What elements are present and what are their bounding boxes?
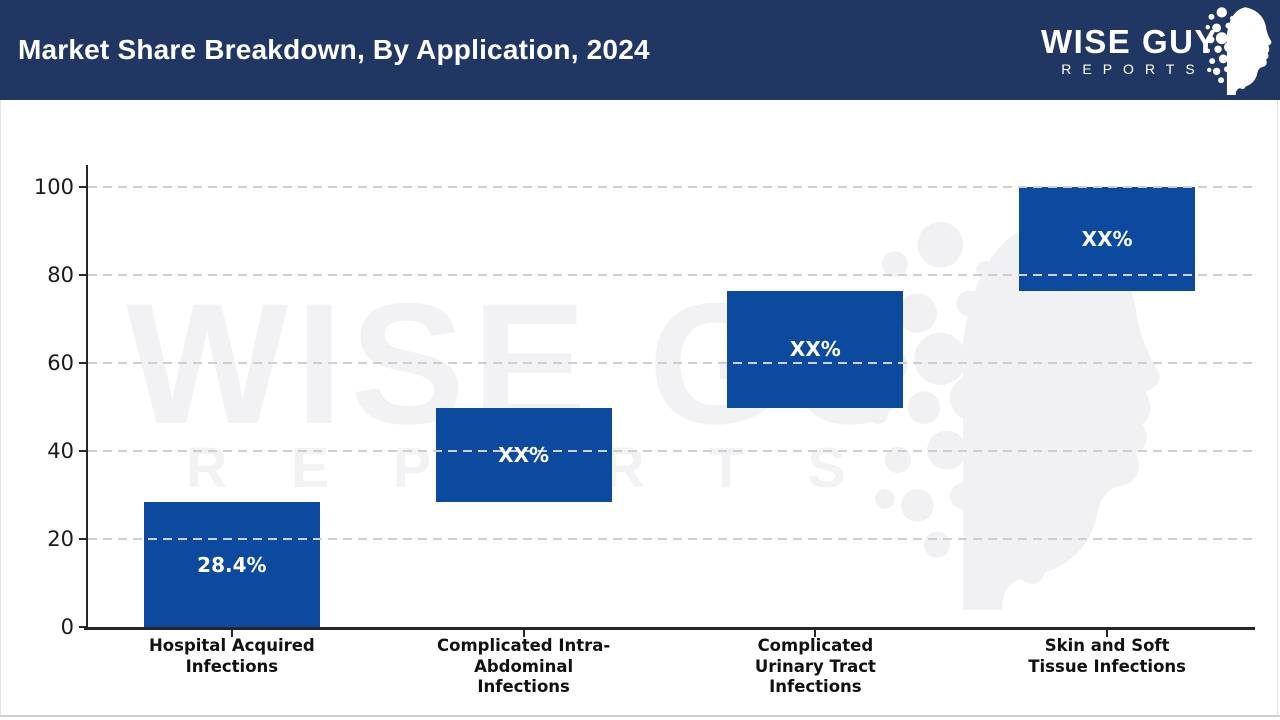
y-axis-tick <box>79 538 86 540</box>
y-axis-line <box>86 165 88 630</box>
category-label-line: Infections <box>185 656 279 676</box>
bar-value-label: 28.4% <box>197 552 267 577</box>
right-edge-border <box>1277 100 1278 716</box>
x-axis-line <box>84 627 1255 630</box>
y-gridline <box>88 538 1253 540</box>
bar-value-label: XX% <box>1081 226 1133 251</box>
waterfall-bar-segment <box>435 407 612 503</box>
category-label-line: Infections <box>477 677 570 696</box>
waterfall-bar-segment <box>143 502 320 627</box>
x-axis-tick <box>1106 630 1109 637</box>
y-axis-tick <box>79 626 86 628</box>
left-edge-border <box>0 100 1 716</box>
y-axis-tick-label: 60 <box>47 351 74 375</box>
footer-divider <box>0 715 1280 717</box>
category-label: Skin and Soft Tissue Infections <box>957 636 1257 677</box>
y-gridline <box>88 450 1253 452</box>
y-gridline <box>88 274 1253 276</box>
logo-text: WISE GUY REPORTS <box>1041 25 1218 76</box>
y-axis-tick-label: 40 <box>47 439 74 463</box>
y-axis-tick <box>79 186 86 188</box>
plot-area: 0 20 40 60 80 100 28.4% Hospital Acquired Infect… <box>0 100 1280 720</box>
x-axis-tick <box>814 630 817 637</box>
wiseguy-logo: WISE GUY REPORTS <box>1041 4 1272 96</box>
y-axis-tick <box>79 362 86 364</box>
chart-title: Market Share Breakdown, By Application, … <box>18 34 650 65</box>
logo-subtext: REPORTS <box>1061 60 1206 77</box>
category-label-line: Hospital Acquired <box>148 636 315 655</box>
y-axis-tick-label: 0 <box>60 615 74 639</box>
y-axis-tick-label: 80 <box>47 263 74 287</box>
category-label: Hospital Acquired Infections <box>82 636 382 677</box>
y-axis-tick <box>79 274 86 276</box>
category-label-line: Abdominal <box>474 656 574 676</box>
x-axis-tick <box>230 630 233 637</box>
waterfall-bar-segment <box>727 290 904 408</box>
y-axis-tick <box>79 450 86 452</box>
header-bar: Market Share Breakdown, By Application, … <box>0 0 1280 100</box>
category-label: Complicated Urinary Tract Infections <box>665 636 965 698</box>
category-label-line: Complicated <box>757 636 874 655</box>
bar-value-label: XX% <box>498 442 550 467</box>
x-axis-tick <box>522 630 525 637</box>
y-axis-tick-label: 100 <box>33 175 74 199</box>
y-axis-tick-label: 20 <box>47 527 74 551</box>
category-label-line: Tissue Infections <box>1028 656 1186 676</box>
logo-face-icon <box>1204 5 1272 95</box>
category-label-line: Urinary Tract <box>754 656 876 676</box>
category-label-line: Complicated Intra- <box>437 636 611 655</box>
y-gridline <box>88 362 1253 364</box>
category-label-line: Infections <box>769 677 862 696</box>
bar-value-label: XX% <box>789 337 841 362</box>
waterfall-bar-segment <box>1019 187 1196 291</box>
category-label-line: Skin and Soft <box>1044 636 1170 655</box>
y-gridline <box>88 186 1253 188</box>
logo-wordmark: WISE GUY <box>1040 22 1218 60</box>
category-label: Complicated Intra- Abdominal Infections <box>374 636 674 698</box>
